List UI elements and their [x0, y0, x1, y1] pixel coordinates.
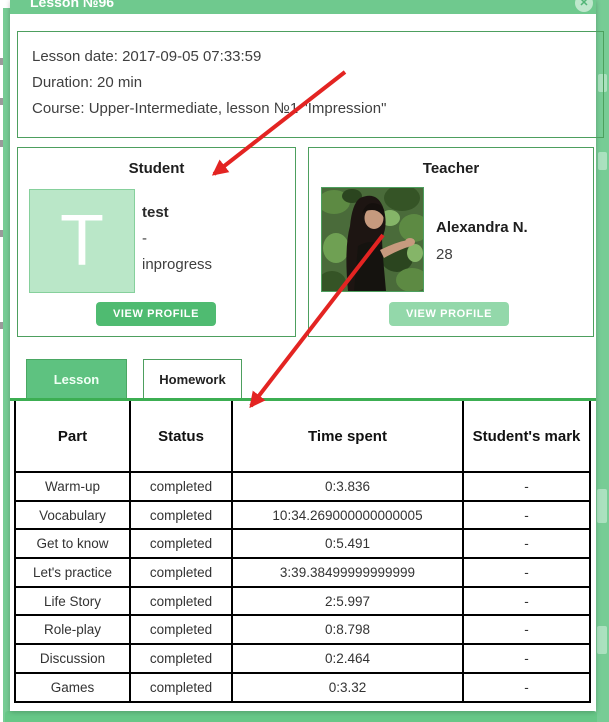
table-row: Vocabulary completed 10:34.2690000000000…: [14, 499, 591, 531]
cell-part: Warm-up: [14, 471, 131, 502]
cell-time-spent: 0:3.836: [231, 471, 464, 502]
cell-part: Life Story: [14, 585, 131, 617]
background-button-fragment: [598, 152, 607, 170]
cell-time-spent: 0:5.491: [231, 528, 464, 560]
tab-lesson[interactable]: Lesson: [26, 359, 127, 399]
cell-mark: -: [462, 557, 591, 588]
column-header-part: Part: [14, 401, 131, 473]
cell-part: Let's practice: [14, 557, 131, 588]
lesson-duration-text: Duration: 20 min: [32, 74, 143, 91]
student-name: test: [142, 204, 169, 221]
cell-status: completed: [129, 528, 233, 560]
teacher-view-profile-button[interactable]: VIEW PROFILE: [389, 302, 509, 326]
cell-mark: -: [462, 643, 591, 674]
student-view-profile-button[interactable]: VIEW PROFILE: [96, 302, 216, 326]
background-text-fragment: [0, 98, 3, 105]
close-icon[interactable]: ✕: [575, 0, 593, 12]
table-row: Games completed 0:3.32 -: [14, 671, 591, 703]
cell-mark: -: [462, 471, 591, 502]
student-detail-dash: -: [142, 230, 147, 247]
cell-part: Role-play: [14, 614, 131, 646]
student-heading: Student: [128, 160, 185, 177]
cell-status: completed: [129, 499, 233, 531]
lesson-date-text: Lesson date: 2017-09-05 07:33:59: [32, 48, 262, 65]
cell-part: Vocabulary: [14, 499, 131, 531]
modal-header: Lesson №96 ✕: [10, 0, 596, 14]
lesson-modal: Lesson №96 ✕ Lesson date: 2017-09-05 07:…: [10, 0, 604, 711]
student-details: test - inprogress: [142, 200, 212, 278]
cell-mark: -: [462, 614, 591, 646]
teacher-photo: [321, 187, 424, 292]
cell-time-spent: 2:5.997: [231, 585, 464, 617]
column-header-status: Status: [129, 401, 233, 473]
table-row: Life Story completed 2:5.997 -: [14, 585, 591, 617]
cell-part: Discussion: [14, 643, 131, 674]
column-header-students-mark: Student's mark: [462, 401, 591, 473]
cell-status: completed: [129, 585, 233, 617]
cell-mark: -: [462, 499, 591, 531]
cell-mark: -: [462, 528, 591, 560]
background-button-fragment: [598, 74, 607, 92]
teacher-details: Alexandra N. 28: [436, 214, 528, 268]
table-header-row: Part Status Time spent Student's mark: [14, 401, 591, 473]
cell-time-spent: 3:39.38499999999999: [231, 557, 464, 588]
teacher-age: 28: [436, 246, 453, 263]
cell-status: completed: [129, 557, 233, 588]
tab-homework[interactable]: Homework: [143, 359, 242, 399]
lesson-course-text: Course: Upper-Intermediate, lesson №1 "I…: [32, 100, 387, 117]
cell-mark: -: [462, 585, 591, 617]
cell-part: Games: [14, 671, 131, 703]
modal-title: Lesson №96: [30, 0, 115, 10]
student-status: inprogress: [142, 256, 213, 273]
cell-status: completed: [129, 614, 233, 646]
background-button-fragment: [597, 489, 607, 523]
background-text-fragment: [0, 140, 3, 147]
column-header-time-spent: Time spent: [231, 401, 464, 473]
cell-status: completed: [129, 471, 233, 502]
avatar-letter: T: [60, 201, 104, 281]
table-row: Get to know completed 0:5.491 -: [14, 528, 591, 560]
lesson-parts-table: Part Status Time spent Student's mark Wa…: [14, 401, 591, 703]
student-card: Student T test - inprogress VIEW PROFILE: [17, 147, 296, 337]
table-row: Role-play completed 0:8.798 -: [14, 614, 591, 646]
cell-status: completed: [129, 643, 233, 674]
background-text-fragment: [0, 230, 3, 237]
teacher-name: Alexandra N.: [436, 219, 528, 236]
cell-mark: -: [462, 671, 591, 703]
background-text-fragment: [0, 58, 3, 65]
background-button-fragment: [597, 626, 607, 654]
teacher-heading: Teacher: [422, 160, 480, 177]
cell-status: completed: [129, 671, 233, 703]
student-avatar: T: [29, 189, 135, 293]
cell-time-spent: 0:8.798: [231, 614, 464, 646]
background-text-fragment: [0, 322, 3, 329]
background-bottom-green-bar: [5, 711, 597, 722]
teacher-card: Teacher: [308, 147, 594, 337]
cell-time-spent: 10:34.269000000000005: [231, 499, 464, 531]
background-right-green-strip: [596, 0, 609, 722]
table-row: Discussion completed 0:2.464 -: [14, 643, 591, 674]
lesson-info-box: Lesson date: 2017-09-05 07:33:59 Duratio…: [17, 31, 604, 138]
cell-time-spent: 0:2.464: [231, 643, 464, 674]
cell-time-spent: 0:3.32: [231, 671, 464, 703]
background-left-green-strip: [3, 8, 10, 722]
table-row: Warm-up completed 0:3.836 -: [14, 471, 591, 502]
table-row: Let's practice completed 3:39.3849999999…: [14, 557, 591, 588]
cell-part: Get to know: [14, 528, 131, 560]
